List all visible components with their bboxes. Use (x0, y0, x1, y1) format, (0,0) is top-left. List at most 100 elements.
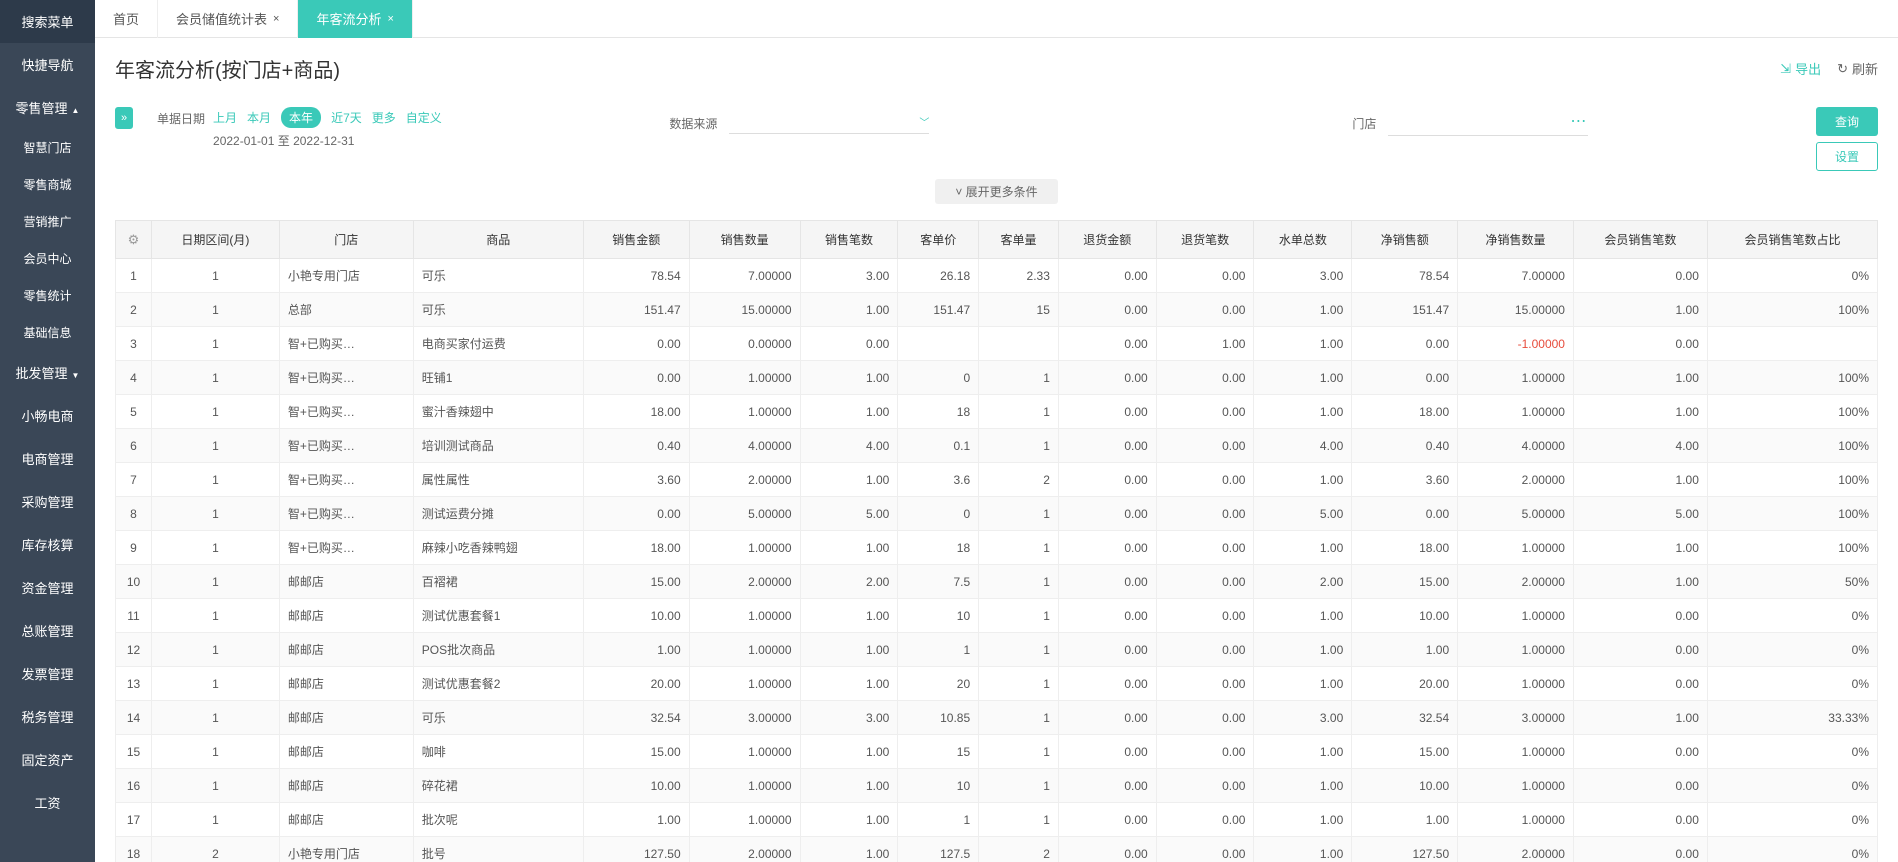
cell: 蜜汁香辣翅中 (413, 395, 583, 429)
cell: 0.00 (1573, 667, 1707, 701)
date-option[interactable]: 上月 (213, 109, 237, 126)
export-button[interactable]: ⇲ 导出 (1780, 59, 1821, 78)
tab[interactable]: 首页 (95, 0, 158, 38)
cell: 127.5 (898, 837, 979, 862)
date-option[interactable]: 近7天 (331, 109, 362, 126)
cell: 13 (116, 667, 152, 701)
query-button[interactable]: 查询 (1816, 107, 1878, 136)
date-range: 2022-01-01 至 2022-12-31 (213, 132, 442, 149)
cell: 1.00 (800, 463, 898, 497)
date-option[interactable]: 自定义 (406, 109, 442, 126)
table-row[interactable]: 131邮邮店测试优惠套餐220.001.000001.002010.000.00… (116, 667, 1878, 701)
cell: 1 (152, 259, 280, 293)
table-row[interactable]: 182小艳专用门店批号127.502.000001.00127.520.000.… (116, 837, 1878, 862)
date-option[interactable]: 本月 (247, 109, 271, 126)
table-row[interactable]: 41智+已购买…旺铺10.001.000001.00010.000.001.00… (116, 361, 1878, 395)
cell: 0.00 (1058, 837, 1156, 862)
sidebar-item-smart-store[interactable]: 智慧门店 (0, 129, 95, 166)
sidebar-item-retail-mall[interactable]: 零售商城 (0, 166, 95, 203)
sidebar-item-wholesale[interactable]: 批发管理 (0, 351, 95, 394)
cell: 15.00 (1352, 565, 1458, 599)
collapse-filter-button[interactable]: » (115, 107, 133, 129)
page-title: 年客流分析(按门店+商品) (115, 54, 340, 83)
date-option[interactable]: 本年 (281, 107, 321, 128)
sidebar-item-member-center[interactable]: 会员中心 (0, 240, 95, 277)
column-header[interactable]: 净销售额 (1352, 221, 1458, 259)
tab[interactable]: 年客流分析× (298, 0, 412, 38)
column-header[interactable]: 销售金额 (583, 221, 689, 259)
datasource-select[interactable]: ﹀ (729, 110, 929, 134)
cell: 0% (1707, 735, 1877, 769)
sidebar-item-inventory[interactable]: 库存核算 (0, 523, 95, 566)
sidebar-item-ledger-mgmt[interactable]: 总账管理 (0, 609, 95, 652)
gear-icon[interactable]: ⚙ (128, 232, 140, 247)
table-row[interactable]: 91智+已购买…麻辣小吃香辣鸭翅18.001.000001.001810.000… (116, 531, 1878, 565)
table-row[interactable]: 141邮邮店可乐32.543.000003.0010.8510.000.003.… (116, 701, 1878, 735)
column-header[interactable]: 退货金额 (1058, 221, 1156, 259)
cell: 1.00 (1254, 769, 1352, 803)
setting-button[interactable]: 设置 (1816, 142, 1878, 171)
cell: 1 (979, 531, 1059, 565)
table-row[interactable]: 51智+已购买…蜜汁香辣翅中18.001.000001.001810.000.0… (116, 395, 1878, 429)
cell: 旺铺1 (413, 361, 583, 395)
export-icon: ⇲ (1780, 61, 1791, 77)
cell: 1.00 (1352, 633, 1458, 667)
sidebar-item-marketing[interactable]: 营销推广 (0, 203, 95, 240)
table-row[interactable]: 151邮邮店咖啡15.001.000001.001510.000.001.001… (116, 735, 1878, 769)
cell: 0.00 (1156, 531, 1254, 565)
column-header[interactable]: 水单总数 (1254, 221, 1352, 259)
table-row[interactable]: 161邮邮店碎花裙10.001.000001.001010.000.001.00… (116, 769, 1878, 803)
table-row[interactable]: 61智+已购买…培训测试商品0.404.000004.000.110.000.0… (116, 429, 1878, 463)
store-select[interactable]: ⋯ (1388, 107, 1588, 136)
refresh-button[interactable]: ↻ 刷新 (1837, 59, 1878, 78)
table-row[interactable]: 31智+已购买…电商买家付运费0.000.000000.000.001.001.… (116, 327, 1878, 361)
cell: 15.00 (583, 735, 689, 769)
column-header[interactable]: 退货笔数 (1156, 221, 1254, 259)
sidebar-item-ecom-mgmt[interactable]: 电商管理 (0, 437, 95, 480)
tab[interactable]: 会员储值统计表× (158, 0, 298, 38)
sidebar-item-salary[interactable]: 工资 (0, 781, 95, 824)
sidebar-item-search-menu[interactable]: 搜索菜单 (0, 0, 95, 43)
column-header[interactable]: 销售数量 (689, 221, 800, 259)
cell: 1.00000 (689, 667, 800, 701)
close-icon[interactable]: × (273, 13, 279, 25)
date-option[interactable]: 更多 (372, 109, 396, 126)
sidebar-item-invoice-mgmt[interactable]: 发票管理 (0, 652, 95, 695)
expand-filter-button[interactable]: ˅ 展开更多条件 (935, 179, 1057, 204)
column-header[interactable]: 客单量 (979, 221, 1059, 259)
table-row[interactable]: 81智+已购买…测试运费分摊0.005.000005.00010.000.005… (116, 497, 1878, 531)
close-icon[interactable]: × (387, 13, 393, 25)
sidebar-item-purchase-mgmt[interactable]: 采购管理 (0, 480, 95, 523)
column-header[interactable]: 商品 (413, 221, 583, 259)
table-row[interactable]: 21总部可乐151.4715.000001.00151.47150.000.00… (116, 293, 1878, 327)
column-header[interactable]: 客单价 (898, 221, 979, 259)
table-row[interactable]: 71智+已购买…属性属性3.602.000001.003.620.000.001… (116, 463, 1878, 497)
sidebar-item-tax-mgmt[interactable]: 税务管理 (0, 695, 95, 738)
cell: 0% (1707, 803, 1877, 837)
sidebar-item-retail-mgmt[interactable]: 零售管理 (0, 86, 95, 129)
sidebar-item-fund-mgmt[interactable]: 资金管理 (0, 566, 95, 609)
table-row[interactable]: 171邮邮店批次呢1.001.000001.00110.000.001.001.… (116, 803, 1878, 837)
column-header[interactable]: 会员销售笔数 (1573, 221, 1707, 259)
column-header[interactable]: 销售笔数 (800, 221, 898, 259)
cell: 智+已购买… (279, 327, 413, 361)
table-row[interactable]: 101邮邮店百褶裙15.002.000002.007.510.000.002.0… (116, 565, 1878, 599)
sidebar-item-quick-nav[interactable]: 快捷导航 (0, 43, 95, 86)
table-row[interactable]: 121邮邮店POS批次商品1.001.000001.00110.000.001.… (116, 633, 1878, 667)
cell: 1 (152, 293, 280, 327)
column-header[interactable]: 会员销售笔数占比 (1707, 221, 1877, 259)
cell: 10.00 (1352, 769, 1458, 803)
sidebar-item-fixed-assets[interactable]: 固定资产 (0, 738, 95, 781)
table-row[interactable]: 111邮邮店测试优惠套餐110.001.000001.001010.000.00… (116, 599, 1878, 633)
cell: 1 (152, 769, 280, 803)
chevron-down-icon: ˅ (955, 185, 965, 199)
sidebar-item-base-info[interactable]: 基础信息 (0, 314, 95, 351)
column-header[interactable]: 净销售数量 (1458, 221, 1574, 259)
table-wrapper[interactable]: ⚙ 日期区间(月)门店商品销售金额销售数量销售笔数客单价客单量退货金额退货笔数水单… (95, 220, 1898, 862)
table-row[interactable]: 11小艳专用门店可乐78.547.000003.0026.182.330.000… (116, 259, 1878, 293)
more-icon: ⋯ (1570, 111, 1588, 131)
column-header[interactable]: 门店 (279, 221, 413, 259)
sidebar-item-retail-stats[interactable]: 零售统计 (0, 277, 95, 314)
sidebar-item-xc-ecom[interactable]: 小畅电商 (0, 394, 95, 437)
column-header[interactable]: 日期区间(月) (152, 221, 280, 259)
